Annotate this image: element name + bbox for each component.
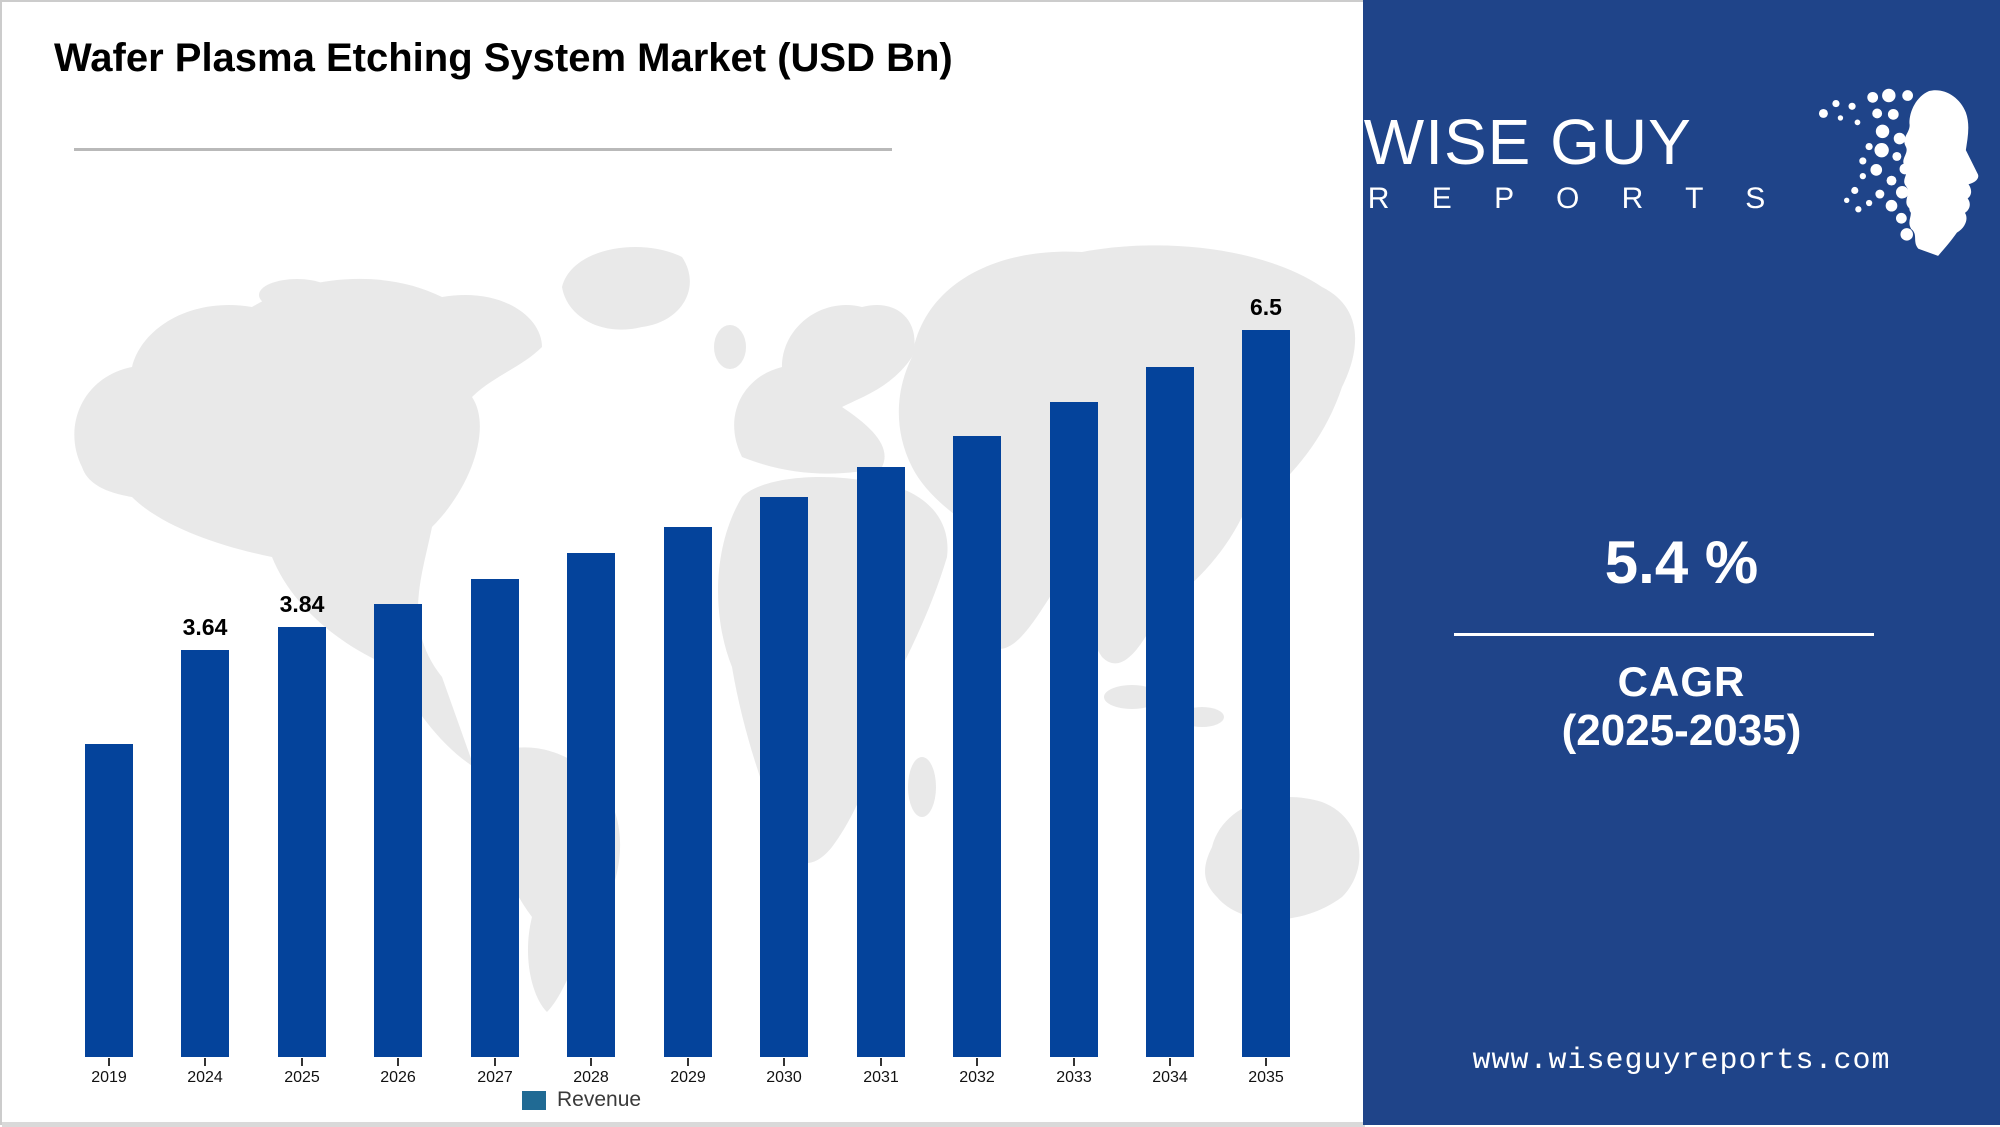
x-axis-label-2027: 2027: [477, 1069, 513, 1086]
x-axis-tick: [108, 1058, 110, 1066]
cagr-period: (2025-2035): [1561, 706, 1802, 755]
cagr-label: CAGR: [1617, 658, 1746, 705]
value-label-2035: 6.5: [1250, 294, 1282, 320]
bar-2031: [857, 467, 905, 1057]
x-axis-tick: [880, 1058, 882, 1066]
bar-2034: [1146, 367, 1194, 1057]
page-title: Wafer Plasma Etching System Market (USD …: [54, 36, 953, 80]
x-axis-tick: [590, 1058, 592, 1066]
x-axis-label-2028: 2028: [573, 1069, 609, 1086]
x-axis-label-2032: 2032: [959, 1069, 995, 1086]
bar-2025: [278, 627, 326, 1057]
x-axis-tick: [397, 1058, 399, 1066]
bar-2026: [374, 604, 422, 1057]
x-axis-label-2026: 2026: [380, 1069, 416, 1086]
x-axis-tick: [1169, 1058, 1171, 1066]
chart-canvas: Wafer Plasma Etching System Market (USD …: [0, 0, 1365, 1127]
x-axis-label-2019: 2019: [91, 1069, 127, 1086]
bar-2035: [1242, 330, 1290, 1057]
head-profile-icon: [1819, 88, 1979, 256]
x-axis-label-2031: 2031: [863, 1069, 899, 1086]
x-axis-tick: [1265, 1058, 1267, 1066]
bar-2033: [1050, 402, 1098, 1057]
revenue-legend-label: Revenue: [557, 1088, 642, 1111]
revenue-legend-swatch: [522, 1090, 546, 1110]
bar-2032: [953, 436, 1001, 1057]
cagr-value: 5.4 %: [1604, 529, 1759, 596]
bar-2019: [85, 744, 133, 1057]
x-axis-tick: [1073, 1058, 1075, 1066]
logo-text: WISE GUY R E P O R T S: [1364, 110, 1782, 216]
x-axis-label-2024: 2024: [187, 1069, 223, 1086]
x-axis-tick: [976, 1058, 978, 1066]
x-axis-tick: [783, 1058, 785, 1066]
value-label-2024: 3.64: [182, 614, 228, 640]
x-axis-tick: [494, 1058, 496, 1066]
website-url: www.wiseguyreports.com: [1472, 1044, 1891, 1078]
x-axis-label-2029: 2029: [670, 1069, 706, 1086]
bar-chart: 2019 3.64 2024 3.84 2025 2026 2027 2028 2029 2030…: [2, 2, 1365, 1127]
bar-2024: [181, 650, 229, 1057]
x-axis-label-2025: 2025: [284, 1069, 320, 1086]
bar-2028: [567, 553, 615, 1057]
x-axis-tick: [204, 1058, 206, 1066]
title-underline: [74, 148, 892, 151]
value-label-2025: 3.84: [279, 591, 325, 617]
side-panel: WISE GUY R E P O R T S 5.4 % CAGR (: [1363, 0, 2000, 1125]
panel-divider: [1454, 633, 1874, 636]
bar-2027: [471, 579, 519, 1057]
x-axis-label-2034: 2034: [1152, 1069, 1188, 1086]
chart-legend: Revenue: [522, 1088, 641, 1112]
x-axis-label-2033: 2033: [1056, 1069, 1092, 1086]
x-axis-label-2035: 2035: [1248, 1069, 1284, 1086]
logo-wise-guy: WISE GUY: [1363, 106, 1692, 178]
x-axis-tick: [687, 1058, 689, 1066]
x-axis-label-2030: 2030: [766, 1069, 802, 1086]
logo-reports: R E P O R T S: [1367, 182, 1783, 215]
bar-2030: [760, 497, 808, 1057]
bar-2029: [664, 527, 712, 1057]
wise-guy-reports-logo: WISE GUY R E P O R T S: [1363, 62, 2000, 282]
x-axis-tick: [301, 1058, 303, 1066]
